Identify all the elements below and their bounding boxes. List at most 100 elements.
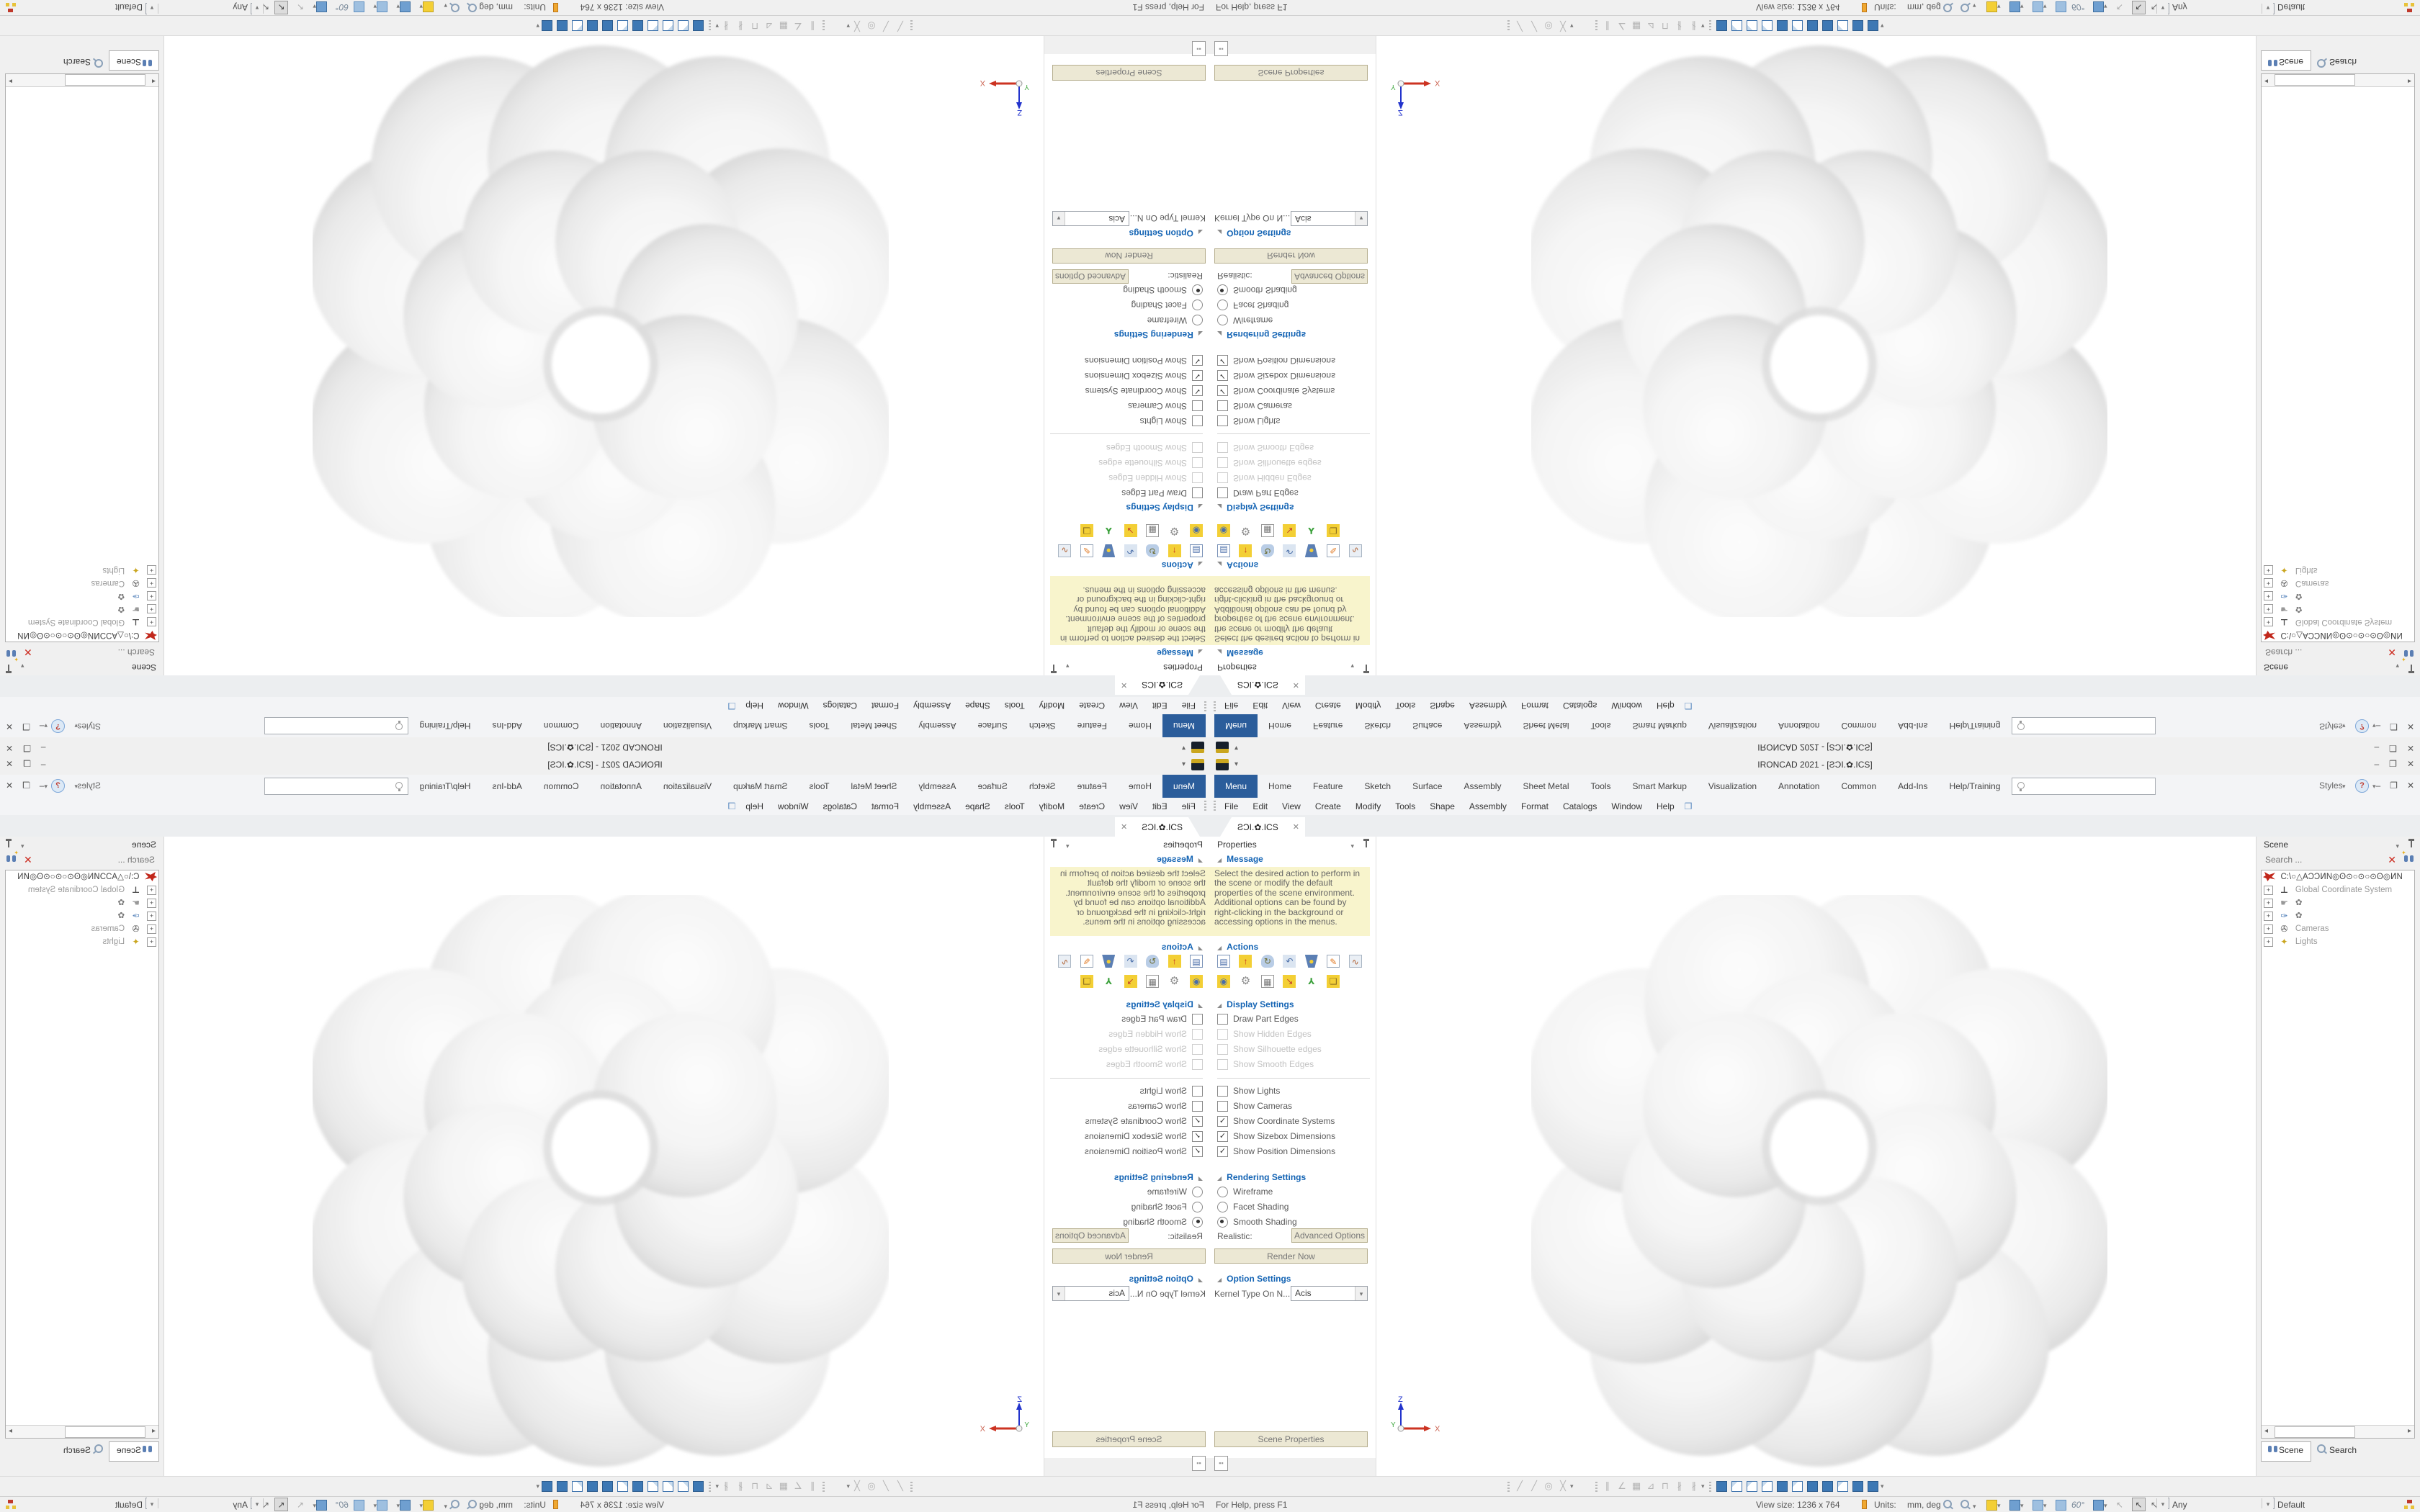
checkbox-draw-part-edges[interactable]: Draw Part Edges	[1050, 1012, 1203, 1027]
panel-window-icon[interactable]: ▪▪	[1192, 41, 1206, 56]
menu-edit[interactable]: Edit	[1152, 701, 1168, 711]
checkbox-show-coordinate-systems[interactable]: ✓ Show Coordinate Systems	[1050, 382, 1203, 397]
circle-tool-icon[interactable]: ◎	[1544, 1480, 1553, 1491]
menu-catalogs[interactable]: Catalogs	[823, 801, 858, 811]
view-cube-button[interactable]	[1731, 1480, 1742, 1492]
menu-file[interactable]: File	[1224, 701, 1239, 711]
extrude-icon[interactable]: ↑	[1239, 544, 1252, 557]
view-cube-button[interactable]	[572, 20, 583, 32]
view-cube-button[interactable]	[632, 20, 643, 32]
menu-help[interactable]: Help	[1657, 801, 1675, 811]
edit-sketch-icon[interactable]: ✎	[1327, 544, 1340, 557]
rendering-settings-header[interactable]: ◢Rendering Settings	[1217, 330, 1307, 340]
scene-search-input[interactable]	[60, 647, 156, 658]
selection-filter-dropdown[interactable]: ▾	[251, 4, 264, 14]
scene-pin-icon[interactable]	[2411, 665, 2412, 671]
view-cube-button[interactable]	[1822, 1480, 1833, 1492]
grid-table-icon[interactable]: ▦	[1260, 975, 1274, 988]
ribbon-tab-sketch[interactable]: Sketch	[1028, 781, 1056, 791]
toolbar-drag-handle[interactable]	[823, 1482, 825, 1493]
menu-view[interactable]: View	[1119, 701, 1138, 711]
cross-tool-icon[interactable]: ╳	[1560, 1480, 1566, 1491]
ribbon-tab-visualization[interactable]: Visualization	[663, 721, 712, 731]
checkbox-show-position-dimensions[interactable]: ✓ Show Position Dimensions	[1050, 1145, 1203, 1160]
document-tab-close-icon[interactable]: ✕	[1292, 823, 1299, 832]
restore-button[interactable]: ❐	[2389, 743, 2397, 753]
anchor-box-icon[interactable]: ▾	[1986, 1, 2001, 12]
tree-item-shape-2[interactable]: + ✑ ✿	[6, 909, 158, 922]
expand-icon[interactable]: +	[2264, 912, 2273, 921]
view-cube-button[interactable]	[693, 20, 704, 32]
height-snap-icon[interactable]: ⊓	[1661, 1480, 1670, 1491]
line-tool-icon[interactable]: ╱	[1517, 1480, 1523, 1491]
tab-search[interactable]: Search	[56, 52, 109, 71]
new-scene-icon[interactable]: ❒	[1684, 701, 1693, 711]
clear-search-icon[interactable]: ✕	[2388, 854, 2396, 865]
select-ghost-cursor-icon[interactable]: ↖	[2116, 1500, 2124, 1510]
tree-root-row[interactable]: C:\○△AƆƆͶN◎ʘ⊙○⊙○⊙ʘ◎ͶN	[6, 629, 158, 642]
menu-help[interactable]: Help	[1657, 701, 1675, 711]
pin-icon[interactable]	[1363, 839, 1369, 847]
panel-menu-icon[interactable]: ▾	[1066, 842, 1070, 850]
ribbon-tab-surface[interactable]: Surface	[977, 721, 1008, 731]
prism-icon[interactable]	[354, 1, 364, 12]
height-snap-icon[interactable]: ⊓	[1661, 21, 1670, 32]
option-settings-header[interactable]: ◢Option Settings	[1129, 228, 1203, 238]
doc-minimize-button[interactable]: –	[39, 721, 45, 732]
help-dropdown-icon[interactable]: ▾	[44, 783, 48, 790]
view-cube-icon[interactable]: ▾	[313, 1500, 327, 1511]
toolbar-drag-handle[interactable]	[1214, 801, 1216, 812]
view-cube-button[interactable]	[602, 1480, 613, 1492]
box-stack-icon[interactable]: ❏	[1327, 524, 1340, 537]
doc-restore-button[interactable]: ❐	[2390, 721, 2398, 732]
view-cube-button[interactable]	[678, 20, 689, 32]
ribbon-tab-common[interactable]: Common	[543, 781, 579, 791]
view-cube-icon[interactable]: ▾	[313, 1, 327, 12]
menu-window[interactable]: Window	[777, 701, 809, 711]
tree-item-shape-1[interactable]: + ☛ ✿	[6, 896, 158, 909]
styles-dropdown-icon[interactable]: ▾	[74, 722, 78, 729]
toolbar-drag-handle[interactable]	[823, 19, 825, 30]
doc-restore-button[interactable]: ❐	[2390, 780, 2398, 791]
view-cube-button[interactable]	[1837, 20, 1848, 32]
styles-dropdown[interactable]: Styles	[77, 721, 101, 732]
scene-search-input[interactable]	[60, 854, 156, 865]
checkbox-show-sizebox-dimensions[interactable]: ✓ Show Sizebox Dimensions	[1217, 1130, 1370, 1145]
menu-window[interactable]: Window	[777, 801, 809, 811]
expand-icon[interactable]: +	[147, 886, 156, 895]
menu-window[interactable]: Window	[1611, 801, 1643, 811]
ribbon-tab-sheet-metal[interactable]: Sheet Metal	[1523, 781, 1569, 791]
view-cube-button[interactable]	[572, 1480, 583, 1492]
grid-table-icon[interactable]: ▦	[1146, 524, 1160, 537]
select-cursor-button-active[interactable]: ↖	[2132, 1, 2146, 14]
radio-facet-shading[interactable]: Facet Shading	[1050, 1200, 1203, 1215]
spin-icon[interactable]: ↻	[1146, 544, 1160, 557]
tree-item-cameras[interactable]: + ✇ Cameras	[2262, 577, 2414, 590]
advanced-options-button[interactable]: Advanced Options	[1291, 269, 1368, 284]
styles-dropdown[interactable]: Styles	[77, 780, 101, 791]
menu-shape[interactable]: Shape	[965, 701, 990, 711]
help-button[interactable]: ?	[2355, 719, 2369, 733]
snap-tools-dropdown-icon[interactable]: ▾	[715, 1482, 719, 1490]
ribbon-tab-annotation[interactable]: Annotation	[1778, 721, 1820, 731]
scrollbar-thumb[interactable]	[2275, 74, 2355, 86]
prism-icon[interactable]	[2056, 1, 2066, 12]
radio-wireframe[interactable]: Wireframe	[1217, 1185, 1370, 1200]
mirror-icon[interactable]: ↶	[1283, 955, 1296, 968]
export-parts-icon[interactable]: ↘	[1283, 975, 1296, 988]
view-cube-button[interactable]	[1807, 1480, 1818, 1492]
doc-minimize-button[interactable]: –	[39, 780, 45, 791]
viewport[interactable]: Z X Y	[163, 36, 1044, 675]
segment-tool-icon[interactable]: ╱	[883, 1480, 889, 1491]
command-search-box[interactable]	[264, 717, 408, 734]
ribbon-tab-sheet-metal[interactable]: Sheet Metal	[851, 781, 897, 791]
message-section-header[interactable]: ◢Message	[1157, 854, 1203, 864]
view-cubes-dropdown-icon[interactable]: ▾	[1881, 1482, 1884, 1490]
menu-edit[interactable]: Edit	[1252, 801, 1268, 811]
display-settings-header[interactable]: ◢Display Settings	[1217, 503, 1294, 513]
angle-snap-icon[interactable]: ∠	[1618, 1480, 1626, 1491]
view-cubes-dropdown-icon[interactable]: ▾	[536, 1482, 539, 1490]
option-settings-header[interactable]: ◢Option Settings	[1217, 228, 1291, 238]
scene-properties-button[interactable]: Scene Properties	[1214, 65, 1368, 81]
render-camera-icon[interactable]: ◉	[1190, 975, 1203, 988]
